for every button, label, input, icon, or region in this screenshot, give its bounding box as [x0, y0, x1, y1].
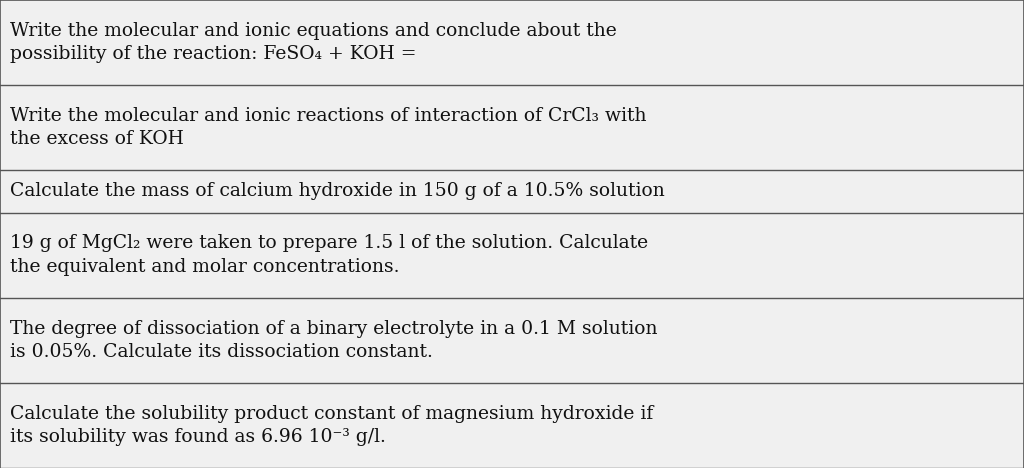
- Text: The degree of dissociation of a binary electrolyte in a 0.1 M solution
is 0.05%.: The degree of dissociation of a binary e…: [10, 320, 657, 361]
- Text: 19 g of MgCl₂ were taken to prepare 1.5 l of the solution. Calculate
the equival: 19 g of MgCl₂ were taken to prepare 1.5 …: [10, 234, 648, 276]
- Text: Write the molecular and ionic reactions of interaction of CrCl₃ with
the excess : Write the molecular and ionic reactions …: [10, 107, 647, 148]
- Text: Calculate the solubility product constant of magnesium hydroxide if
its solubili: Calculate the solubility product constan…: [10, 405, 653, 446]
- Text: Calculate the mass of calcium hydroxide in 150 g of a 10.5% solution: Calculate the mass of calcium hydroxide …: [10, 183, 665, 200]
- Text: Write the molecular and ionic equations and conclude about the
possibility of th: Write the molecular and ionic equations …: [10, 22, 617, 63]
